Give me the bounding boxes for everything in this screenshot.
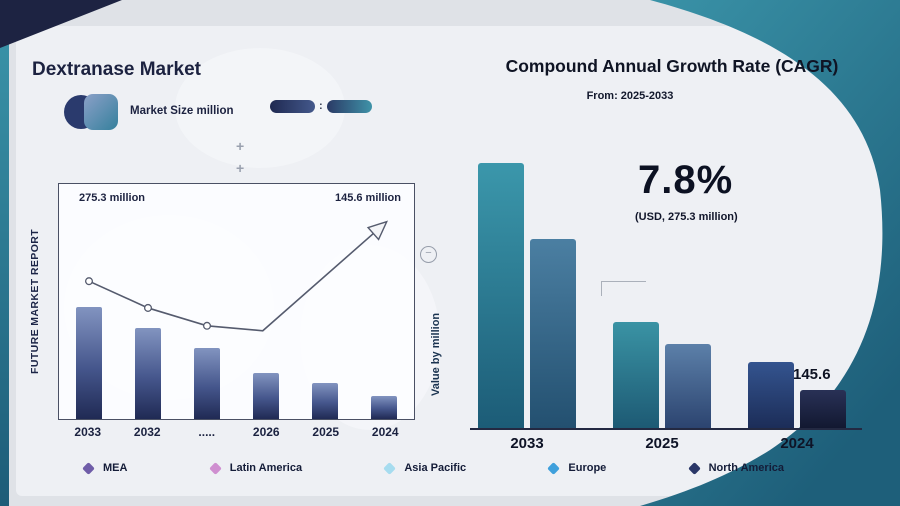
left-chart-xlabels: 2033 2032..... 2026 2025 2024 (58, 425, 415, 439)
left-bar-slot (355, 184, 414, 419)
region-label: North America (708, 462, 784, 474)
ratio-pills: : (270, 100, 372, 113)
cagr-bar (665, 344, 711, 428)
region-legend: MEA Latin America Asia Pacific Europe North … (82, 461, 784, 475)
left-bar-slot (177, 184, 236, 419)
region-label: MEA (103, 462, 128, 474)
cagr-bar (478, 163, 524, 428)
value-label-2024: 145.6 (793, 366, 831, 383)
left-edge-accent (0, 26, 9, 506)
left-bar-slot (296, 184, 355, 419)
decor-blob (175, 48, 345, 168)
right-x-label: 2024 (780, 434, 814, 452)
left-chart-plot: 275.3 million 145.6 million (58, 183, 415, 420)
left-x-label: 2026 (252, 425, 280, 439)
left-bar-slot (237, 184, 296, 419)
cagr-bar (748, 362, 794, 428)
pill-colon: : (319, 100, 323, 112)
cagr-title: Compound Annual Growth Rate (CAGR) (505, 56, 839, 76)
plus-icon: + (236, 160, 245, 176)
plus-icon: + (236, 138, 245, 154)
marker-dot (202, 321, 212, 330)
teal-swoosh-path (640, 0, 900, 506)
right-chart-baseline (470, 428, 862, 430)
circle-dash-icon: − (420, 246, 437, 263)
market-size-bar-2032 (134, 328, 161, 419)
region-legend-item: Latin America (208, 461, 303, 475)
market-size-bar-..... (193, 348, 220, 419)
left-x-label: 2033 (74, 425, 102, 439)
diamond-marker (82, 461, 95, 475)
cagr-bar (613, 322, 659, 428)
right-x-label: 2033 (510, 434, 544, 452)
left-bar-slot (59, 184, 118, 419)
left-x-label: 2032 (133, 425, 161, 439)
right-y-axis-label: Value by million (430, 312, 442, 396)
annotation-market-2024: 145.6 million (334, 192, 401, 204)
cagr-bar (530, 239, 576, 428)
region-legend-item: Europe (547, 461, 607, 475)
arrow-head-icon (366, 220, 389, 241)
right-x-label: 2025 (645, 434, 679, 452)
left-chart-bars (59, 184, 414, 419)
region-label: Asia Pacific (404, 462, 467, 474)
pill-teal (326, 100, 372, 113)
cagr-bar-group-2025: 2025 (613, 322, 711, 454)
region-label: Europe (568, 462, 607, 474)
left-x-label: ..... (198, 425, 216, 439)
cagr-note: (USD, 275.3 million) (635, 211, 738, 223)
market-size-legend-label: Market Size million (130, 105, 234, 117)
annotation-market-2033: 275.3 million (79, 192, 146, 204)
step-bracket (601, 281, 646, 296)
region-legend-item: North America (687, 461, 784, 475)
cagr-value: 7.8% (638, 158, 734, 202)
marker-dot (143, 303, 153, 312)
region-label: Latin America (229, 462, 303, 474)
market-size-bar-2026 (253, 373, 280, 419)
market-size-bar-2033 (75, 307, 102, 419)
region-legend-item: MEA (82, 461, 128, 475)
cagr-bar-group-2033: 2033 (478, 163, 576, 454)
icon-square-shape (84, 94, 118, 130)
cagr-subtitle: From: 2025-2033 (586, 90, 674, 102)
market-size-bar-2024 (371, 396, 398, 419)
diamond-marker (383, 461, 397, 475)
marker-dot (84, 277, 94, 286)
market-size-bar-2025 (312, 383, 339, 419)
cagr-bar-row (478, 163, 576, 428)
right-chart-groups: 2033 2025 2024 (478, 136, 846, 454)
cagr-bar (800, 390, 846, 428)
diamond-marker (208, 461, 222, 475)
left-x-label: 2025 (312, 425, 340, 439)
cagr-bar-group-2024: 2024 (748, 362, 846, 454)
diamond-marker (547, 461, 561, 475)
region-legend-item: Asia Pacific (383, 461, 467, 475)
cagr-bar-row (613, 322, 711, 428)
trend-arrow (84, 220, 389, 332)
pill-navy (270, 100, 315, 113)
left-y-axis-label: FUTURE MARKET REPORT (29, 228, 41, 375)
trend-line (88, 232, 374, 332)
market-size-icon (64, 94, 122, 130)
left-bar-slot (118, 184, 177, 419)
diamond-marker (687, 461, 701, 475)
left-x-label: 2024 (371, 425, 399, 439)
left-chart-title: Dextranase Market (32, 59, 201, 80)
cagr-bar-row (748, 362, 846, 428)
